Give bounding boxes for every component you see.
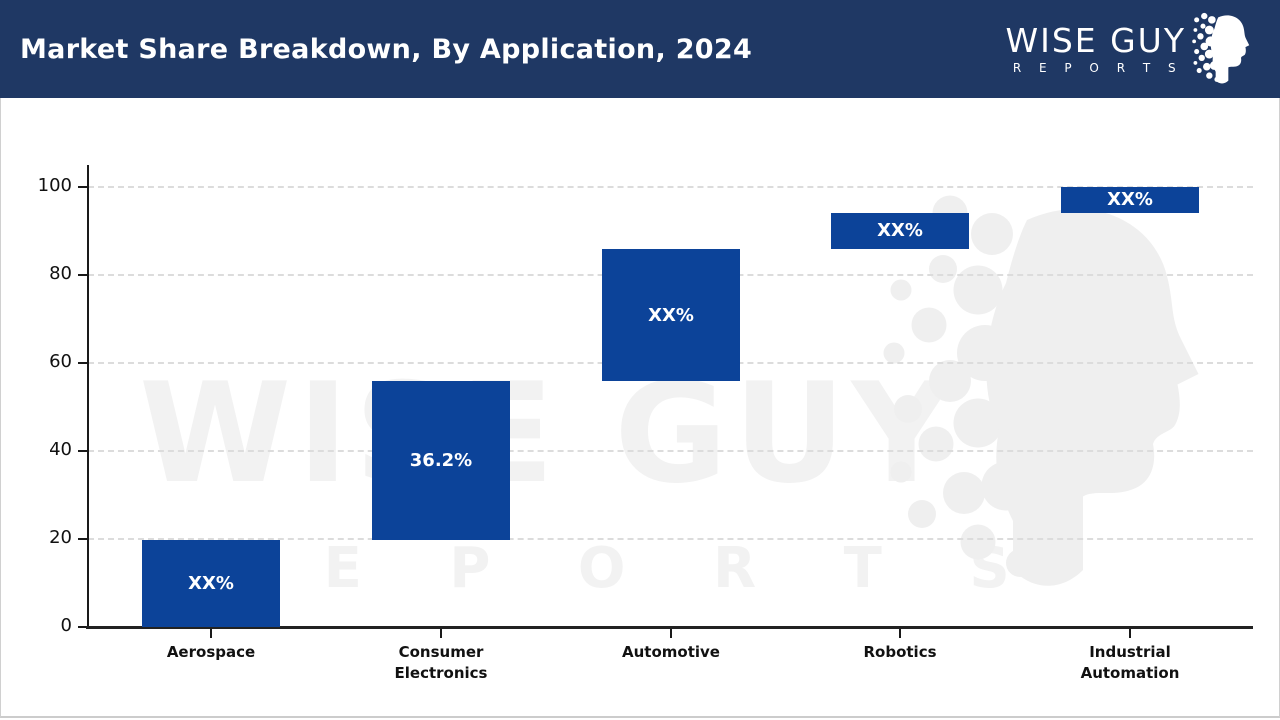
y-axis-tick: [78, 274, 87, 276]
y-tick-label: 20: [49, 527, 72, 548]
bar-value-label: XX%: [1107, 189, 1153, 211]
gridline: [88, 538, 1253, 540]
y-axis-tick: [78, 186, 87, 188]
x-axis-tick: [440, 629, 442, 638]
bar-consumer-electronics: 36.2%: [372, 380, 510, 540]
bar-robotics: XX%: [831, 212, 969, 250]
y-axis-line: [87, 165, 89, 627]
bar-value-label: XX%: [877, 220, 923, 242]
x-axis-line: [86, 626, 1253, 629]
gridline: [88, 450, 1253, 452]
gridline: [88, 186, 1253, 188]
y-axis-tick: [78, 450, 87, 452]
y-axis-tick: [78, 538, 87, 540]
bar-value-label: XX%: [188, 572, 234, 594]
y-tick-label: 60: [49, 351, 72, 372]
x-category-label: Automotive: [622, 643, 720, 661]
brand-wordmark-group: WISE GUY R E P O R T S: [1005, 24, 1186, 75]
y-axis-tick: [78, 362, 87, 364]
brand-subtext: R E P O R T S: [1012, 60, 1183, 75]
y-tick-label: 0: [60, 615, 72, 636]
x-axis-tick: [210, 629, 212, 638]
header-bar: Market Share Breakdown, By Application, …: [0, 0, 1280, 98]
page-title: Market Share Breakdown, By Application, …: [20, 33, 753, 65]
bar-value-label: XX%: [648, 304, 694, 326]
x-category-label: Aerospace: [166, 643, 256, 661]
x-axis-tick: [670, 629, 672, 638]
y-axis-tick: [78, 626, 87, 628]
bar-industrial-automation: XX%: [1061, 187, 1199, 213]
brand-wordmark: WISE GUY: [1005, 20, 1186, 60]
brand-logo: WISE GUY R E P O R T S: [1005, 11, 1254, 87]
x-axis-tick: [1129, 629, 1131, 638]
y-tick-label: 100: [37, 175, 72, 196]
y-tick-label: 80: [49, 263, 72, 284]
y-tick-label: 40: [49, 439, 72, 460]
bar-value-label: 36.2%: [409, 449, 473, 471]
bar-aerospace: XX%: [142, 539, 280, 627]
x-axis-tick: [899, 629, 901, 638]
bar-automotive: XX%: [602, 249, 740, 381]
x-category-label: Robotics: [863, 643, 937, 661]
x-category-label: Industrial Automation: [1080, 643, 1180, 682]
x-category-label: Consumer Electronics: [394, 643, 488, 682]
